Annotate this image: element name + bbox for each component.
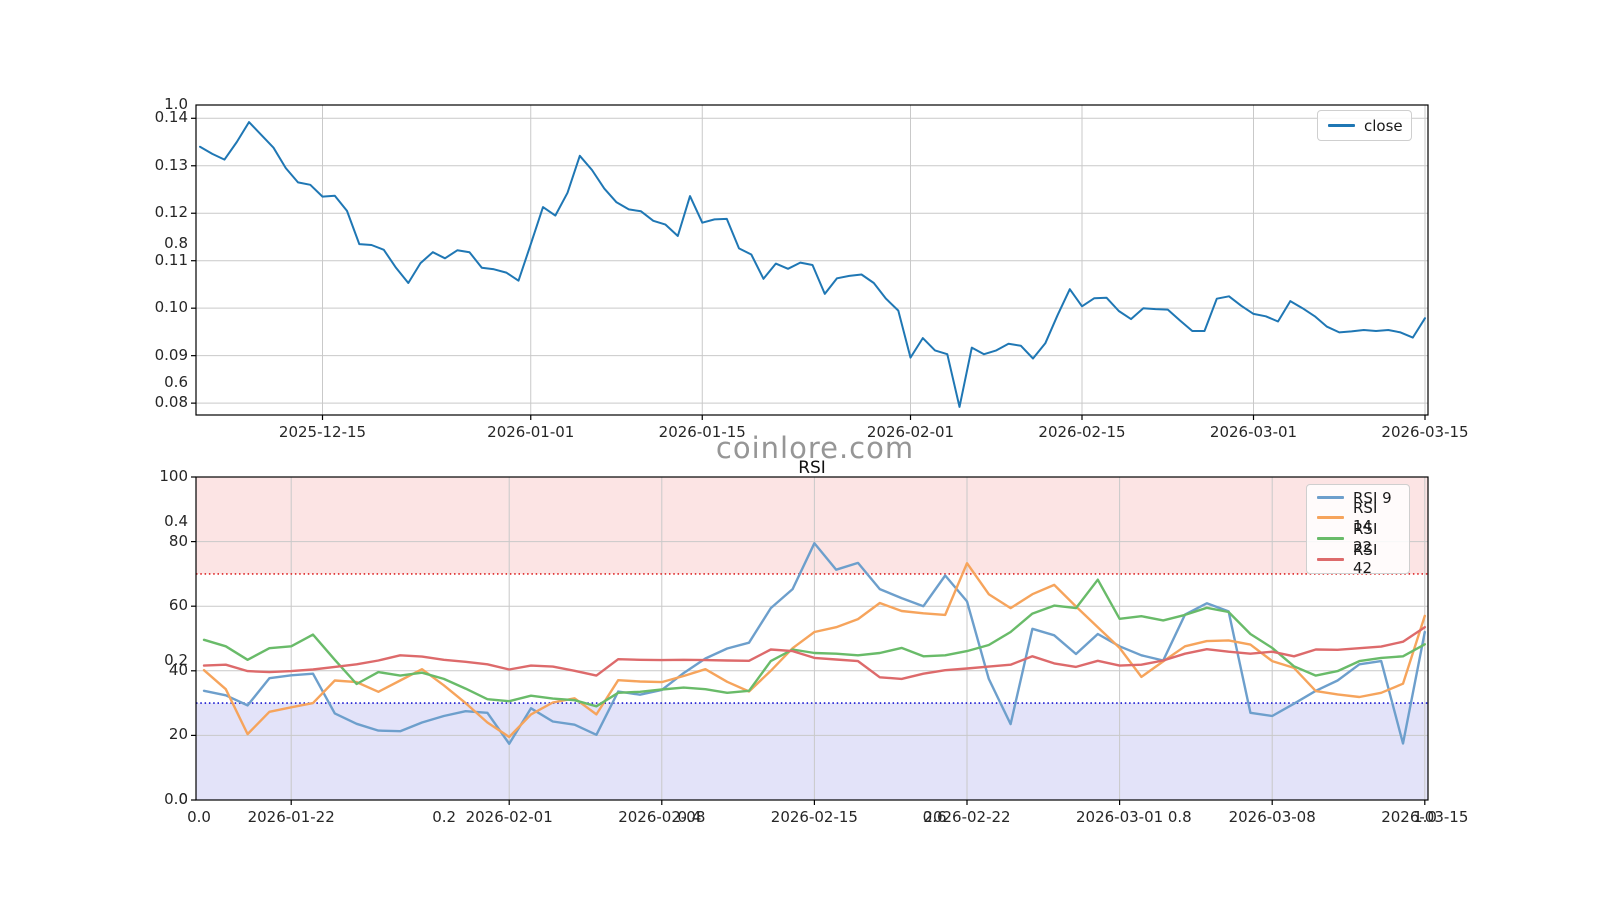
- price-x-ticks-label: 2026-01-01: [487, 423, 575, 441]
- series-RSI 22: [202, 578, 1427, 708]
- price-y-ticks-label: 0.08: [154, 393, 188, 412]
- overbought-band: [196, 477, 1428, 574]
- close-legend-swatch: [1328, 124, 1355, 127]
- rsi-y-ticks-label: 80: [168, 531, 188, 550]
- rsi-legend-item-rsi42: RSI 42: [1317, 541, 1399, 577]
- price-x-ticks-label: 2026-02-15: [1038, 423, 1126, 441]
- price-legend: close: [1317, 110, 1412, 141]
- rsi-legend: RSI 9 RSI 14 RSI 22 RSI 42: [1306, 484, 1410, 577]
- rsi9-legend-label: RSI 9: [1353, 488, 1392, 507]
- stray-y-label: 0.8: [164, 234, 188, 252]
- stray-x-label: 0.0: [187, 808, 211, 826]
- stray-y-label: 0.2: [164, 651, 188, 669]
- price-y-ticks-label: 0.13: [154, 155, 188, 174]
- rsi-x-ticks-label: 2026-02-15: [770, 808, 858, 826]
- rsi-y-ticks-label: 100: [159, 467, 188, 485]
- price-y-ticks-label: 0.09: [154, 345, 188, 364]
- close-legend-label: close: [1364, 116, 1403, 135]
- rsi-y-ticks-label: 20: [168, 725, 188, 744]
- rsi14-legend-swatch: [1317, 515, 1344, 519]
- stray-x-label: 0.2: [432, 808, 457, 826]
- stray-x-label: 1.0: [1413, 808, 1437, 826]
- price-x-ticks-label: 2026-02-01: [866, 423, 955, 441]
- rsi-y-ticks-label: 40: [168, 660, 188, 679]
- rsi9-legend-swatch: [1317, 496, 1344, 499]
- stray-x-label: 0.6: [922, 808, 947, 826]
- stray-x-label: 0.8: [1167, 808, 1192, 826]
- price-x-ticks-label: 2025-12-15: [278, 423, 367, 441]
- rsi-x-ticks-label: 2026-02-01: [465, 808, 553, 826]
- price-y-ticks-label: 0.10: [154, 298, 188, 317]
- rsi-legend-item-rsi9: RSI 9: [1317, 489, 1399, 507]
- rsi22-legend-label: RSI 22: [1353, 520, 1378, 556]
- stray-y-label: 0.0: [164, 790, 188, 808]
- rsi14-legend-label: RSI 14: [1353, 499, 1378, 535]
- rsi-x-ticks-label: 2026-01-22: [247, 808, 335, 826]
- stray-x-label: 0.4: [677, 808, 702, 826]
- stray-y-label: 0.4: [164, 512, 188, 530]
- price-legend-item-close: close: [1328, 116, 1403, 135]
- rsi-x-ticks-label: 2026-03-15: [1381, 808, 1469, 826]
- price-y-ticks-label: 0.14: [154, 108, 188, 127]
- rsi22-legend-swatch: [1317, 536, 1344, 540]
- rsi-legend-item-rsi14: RSI 14: [1317, 499, 1399, 535]
- rsi42-legend-label: RSI 42: [1353, 541, 1378, 577]
- series-RSI 9: [202, 541, 1427, 745]
- series-close: [199, 121, 1426, 408]
- stray-y-label: 0.6: [164, 373, 188, 391]
- rsi-x-ticks-label: 2026-02-22: [923, 808, 1011, 826]
- rsi-x-ticks-label: 2026-02-08: [618, 808, 706, 826]
- rsi-chart-svg: [191, 476, 1429, 805]
- rsi-legend-item-rsi22: RSI 22: [1317, 520, 1399, 556]
- price-chart-svg: [191, 104, 1429, 420]
- rsi-x-ticks-label: 2026-03-08: [1228, 808, 1316, 826]
- series-RSI 42: [202, 625, 1427, 681]
- oversold-band: [196, 703, 1428, 800]
- rsi-y-ticks-label: 60: [168, 596, 188, 615]
- series-RSI 14: [202, 561, 1427, 739]
- price-y-ticks-label: 0.11: [154, 250, 188, 269]
- price-x-ticks-label: 2026-03-15: [1381, 423, 1469, 441]
- price-y-ticks-label: 0.12: [154, 203, 188, 222]
- price-x-ticks-label: 2026-03-01: [1209, 423, 1298, 441]
- stray-y-label: 1.0: [164, 95, 188, 113]
- price-x-ticks-label: 2026-01-15: [658, 423, 746, 441]
- rsi-panel-title: RSI: [798, 458, 826, 478]
- rsi42-legend-swatch: [1317, 557, 1344, 561]
- rsi-x-ticks-label: 2026-03-01: [1076, 808, 1164, 826]
- rsi-y-ticks-label: 0: [178, 790, 188, 808]
